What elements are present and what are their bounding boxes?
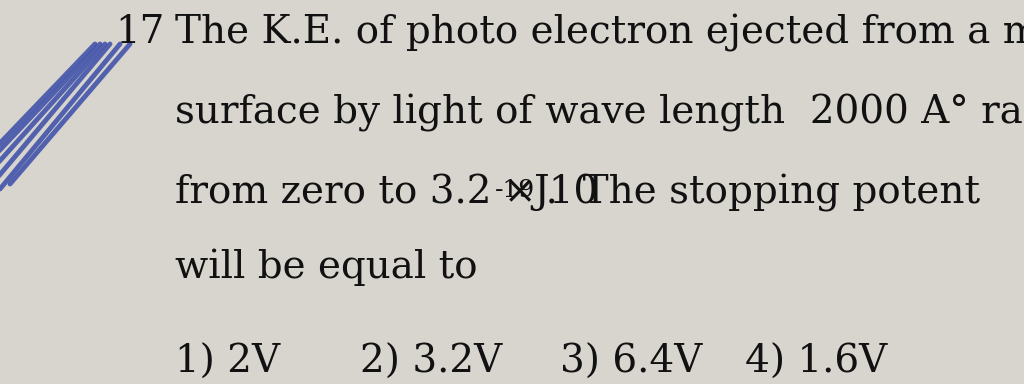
- Text: -19: -19: [495, 179, 536, 202]
- Text: J.  The stopping potent: J. The stopping potent: [534, 174, 980, 212]
- Text: from zero to 3.2 × 10: from zero to 3.2 × 10: [175, 174, 598, 211]
- Text: 17: 17: [115, 14, 165, 51]
- Text: 1) 2V: 1) 2V: [175, 344, 281, 381]
- Text: 3) 6.4V: 3) 6.4V: [560, 344, 702, 381]
- Text: 4) 1.6V: 4) 1.6V: [745, 344, 887, 381]
- Text: surface by light of wave length  2000 A° ran: surface by light of wave length 2000 A° …: [175, 94, 1024, 132]
- Text: will be equal to: will be equal to: [175, 249, 477, 286]
- Text: The K.E. of photo electron ejected from a me: The K.E. of photo electron ejected from …: [175, 14, 1024, 52]
- Text: 2) 3.2V: 2) 3.2V: [360, 344, 502, 381]
